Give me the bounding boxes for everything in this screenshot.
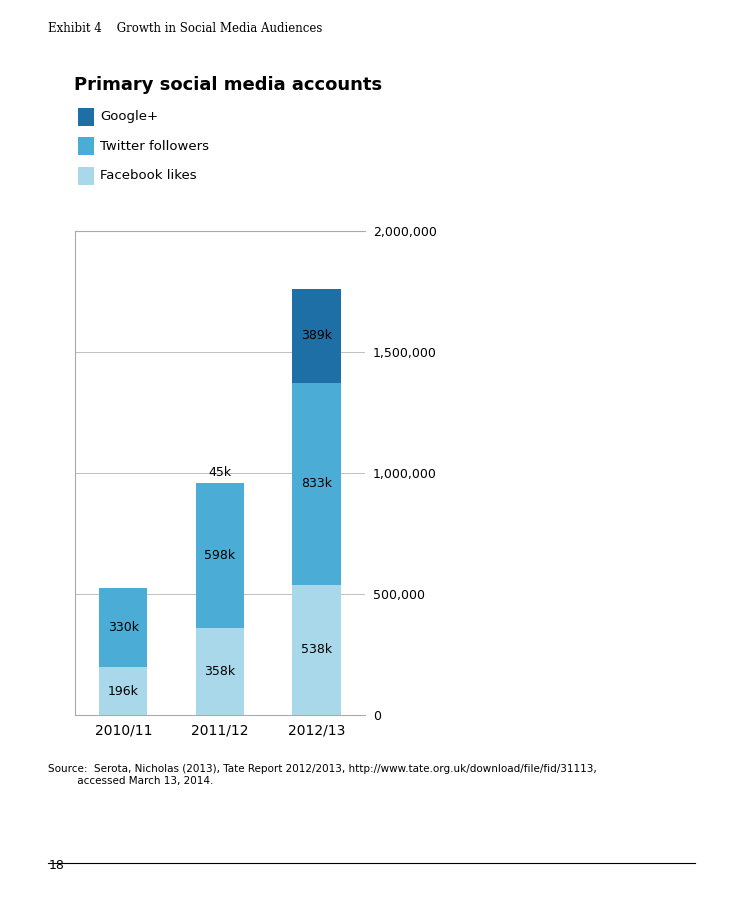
Text: Facebook likes: Facebook likes (100, 170, 197, 182)
Text: 598k: 598k (204, 549, 236, 562)
Text: Exhibit 4    Growth in Social Media Audiences: Exhibit 4 Growth in Social Media Audienc… (48, 22, 322, 35)
Bar (196, 483, 244, 628)
Text: Twitter followers: Twitter followers (100, 140, 210, 152)
Text: 330k: 330k (108, 621, 139, 634)
Bar (293, 585, 340, 715)
Text: Source:  Serota, Nicholas (2013), Tate Report 2012/2013, http://www.tate.org.uk/: Source: Serota, Nicholas (2013), Tate Re… (48, 764, 597, 774)
Text: accessed March 13, 2014.: accessed March 13, 2014. (48, 776, 214, 786)
Text: 18: 18 (48, 859, 64, 872)
Text: 389k: 389k (301, 329, 332, 343)
Text: 538k: 538k (301, 643, 332, 657)
Bar (196, 628, 244, 715)
Bar (293, 383, 340, 585)
Bar (100, 667, 147, 715)
Bar (293, 289, 340, 383)
Bar (100, 588, 147, 667)
Text: 196k: 196k (108, 684, 139, 698)
Text: 833k: 833k (301, 477, 332, 491)
Text: Google+: Google+ (100, 110, 158, 123)
Text: 358k: 358k (204, 665, 236, 678)
Text: 45k: 45k (208, 466, 232, 479)
Text: Primary social media accounts: Primary social media accounts (74, 76, 383, 94)
